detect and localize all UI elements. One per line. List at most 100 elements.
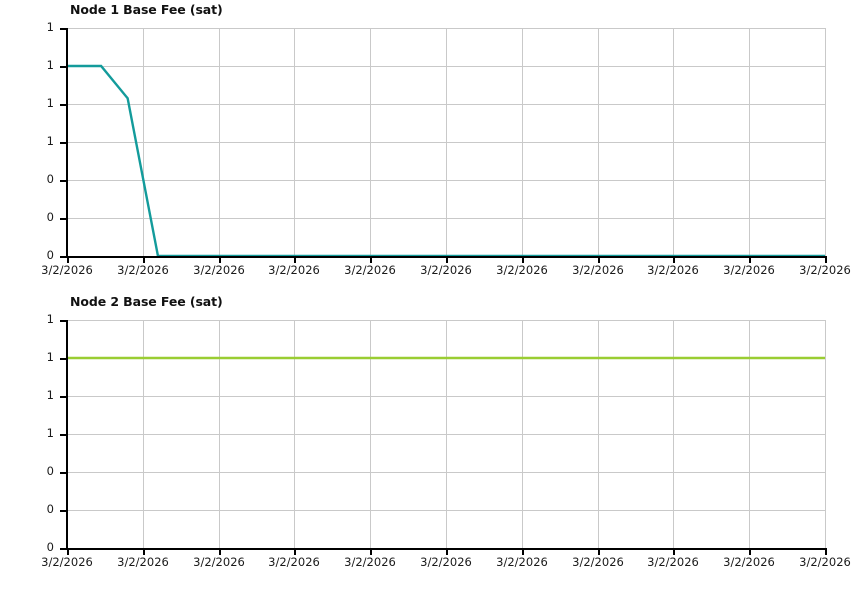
x-tick-label: 3/2/2026 (496, 263, 548, 277)
y-tick-mark (60, 510, 67, 512)
plot-area-node-2 (67, 320, 826, 549)
x-axis-node-2 (67, 548, 827, 550)
x-tick-label: 3/2/2026 (268, 263, 320, 277)
gridline-vertical (673, 320, 674, 548)
chart-title-node-1: Node 1 Base Fee (sat) (70, 2, 223, 17)
y-tick-mark (60, 358, 67, 360)
y-tick-label: 0 (46, 172, 54, 186)
x-tick-mark (522, 257, 524, 263)
gridline-vertical (219, 28, 220, 256)
x-tick-label: 3/2/2026 (344, 263, 396, 277)
y-tick-mark (60, 434, 67, 436)
x-tick-mark (673, 257, 675, 263)
gridline-vertical (143, 320, 144, 548)
y-tick-mark (60, 396, 67, 398)
gridline-vertical (749, 28, 750, 256)
y-tick-label: 1 (46, 312, 54, 326)
x-tick-mark (219, 549, 221, 555)
gridline-vertical (673, 28, 674, 256)
y-tick-label: 1 (46, 20, 54, 34)
y-tick-label: 1 (46, 350, 54, 364)
y-tick-label: 1 (46, 388, 54, 402)
gridline-vertical (370, 28, 371, 256)
y-tick-label: 1 (46, 426, 54, 440)
x-tick-label: 3/2/2026 (572, 555, 624, 569)
x-tick-mark (446, 549, 448, 555)
y-tick-mark (60, 28, 67, 30)
x-tick-label: 3/2/2026 (41, 263, 93, 277)
gridline-vertical (749, 320, 750, 548)
x-tick-mark (598, 549, 600, 555)
y-tick-label: 1 (46, 58, 54, 72)
y-tick-mark (60, 142, 67, 144)
x-tick-label: 3/2/2026 (647, 263, 699, 277)
y-axis-node-1 (66, 28, 68, 257)
gridline-vertical (370, 320, 371, 548)
x-tick-mark (294, 257, 296, 263)
y-tick-label: 1 (46, 134, 54, 148)
gridline-vertical (522, 28, 523, 256)
gridline-vertical (522, 320, 523, 548)
gridline-vertical (294, 28, 295, 256)
x-tick-mark (522, 549, 524, 555)
x-tick-mark (143, 257, 145, 263)
series-line-node-1 (67, 64, 825, 258)
y-tick-label: 0 (46, 464, 54, 478)
gridline-vertical (825, 28, 826, 256)
x-tick-label: 3/2/2026 (193, 263, 245, 277)
x-tick-mark (370, 549, 372, 555)
y-tick-mark (60, 548, 67, 550)
y-axis-node-2 (66, 320, 68, 549)
x-tick-label: 3/2/2026 (799, 555, 851, 569)
series-line-node-2 (67, 356, 825, 360)
x-tick-mark (825, 257, 827, 263)
gridline-vertical (294, 320, 295, 548)
x-tick-label: 3/2/2026 (723, 555, 775, 569)
y-tick-mark (60, 104, 67, 106)
y-tick-mark (60, 66, 67, 68)
x-tick-label: 3/2/2026 (41, 555, 93, 569)
x-tick-label: 3/2/2026 (799, 263, 851, 277)
x-tick-label: 3/2/2026 (117, 555, 169, 569)
gridline-vertical (219, 320, 220, 548)
plot-area-node-1 (67, 28, 826, 258)
x-tick-label: 3/2/2026 (572, 263, 624, 277)
x-tick-mark (143, 549, 145, 555)
chart-panel-node-2: Node 2 Base Fee (sat) 1 1 1 1 0 0 0 3/2/2026 3/… (0, 292, 860, 582)
x-tick-mark (370, 257, 372, 263)
x-tick-label: 3/2/2026 (420, 555, 472, 569)
y-tick-mark (60, 218, 67, 220)
y-tick-label: 1 (46, 96, 54, 110)
y-tick-mark (60, 256, 67, 258)
x-tick-label: 3/2/2026 (117, 263, 169, 277)
x-tick-label: 3/2/2026 (496, 555, 548, 569)
y-tick-mark (60, 320, 67, 322)
x-tick-mark (446, 257, 448, 263)
x-tick-mark (749, 549, 751, 555)
gridline-vertical (598, 28, 599, 256)
y-tick-label: 0 (46, 540, 54, 554)
gridline-vertical (598, 320, 599, 548)
x-tick-mark (749, 257, 751, 263)
y-tick-label: 0 (46, 210, 54, 224)
chart-title-node-2: Node 2 Base Fee (sat) (70, 294, 223, 309)
y-tick-label: 0 (46, 502, 54, 516)
x-tick-label: 3/2/2026 (268, 555, 320, 569)
y-tick-mark (60, 472, 67, 474)
chart-panel-node-1: Node 1 Base Fee (sat) 1 1 1 1 0 0 0 3/2/2026 3/… (0, 0, 860, 290)
x-axis-node-1 (67, 256, 827, 258)
x-tick-label: 3/2/2026 (420, 263, 472, 277)
x-tick-label: 3/2/2026 (193, 555, 245, 569)
x-tick-mark (219, 257, 221, 263)
x-tick-label: 3/2/2026 (647, 555, 699, 569)
y-tick-label: 0 (46, 248, 54, 262)
x-tick-mark (673, 549, 675, 555)
x-tick-label: 3/2/2026 (723, 263, 775, 277)
x-tick-label: 3/2/2026 (344, 555, 396, 569)
x-tick-mark (294, 549, 296, 555)
gridline-vertical (446, 28, 447, 256)
y-tick-mark (60, 180, 67, 182)
x-tick-mark (825, 549, 827, 555)
gridline-vertical (143, 28, 144, 256)
x-tick-mark (67, 257, 69, 263)
